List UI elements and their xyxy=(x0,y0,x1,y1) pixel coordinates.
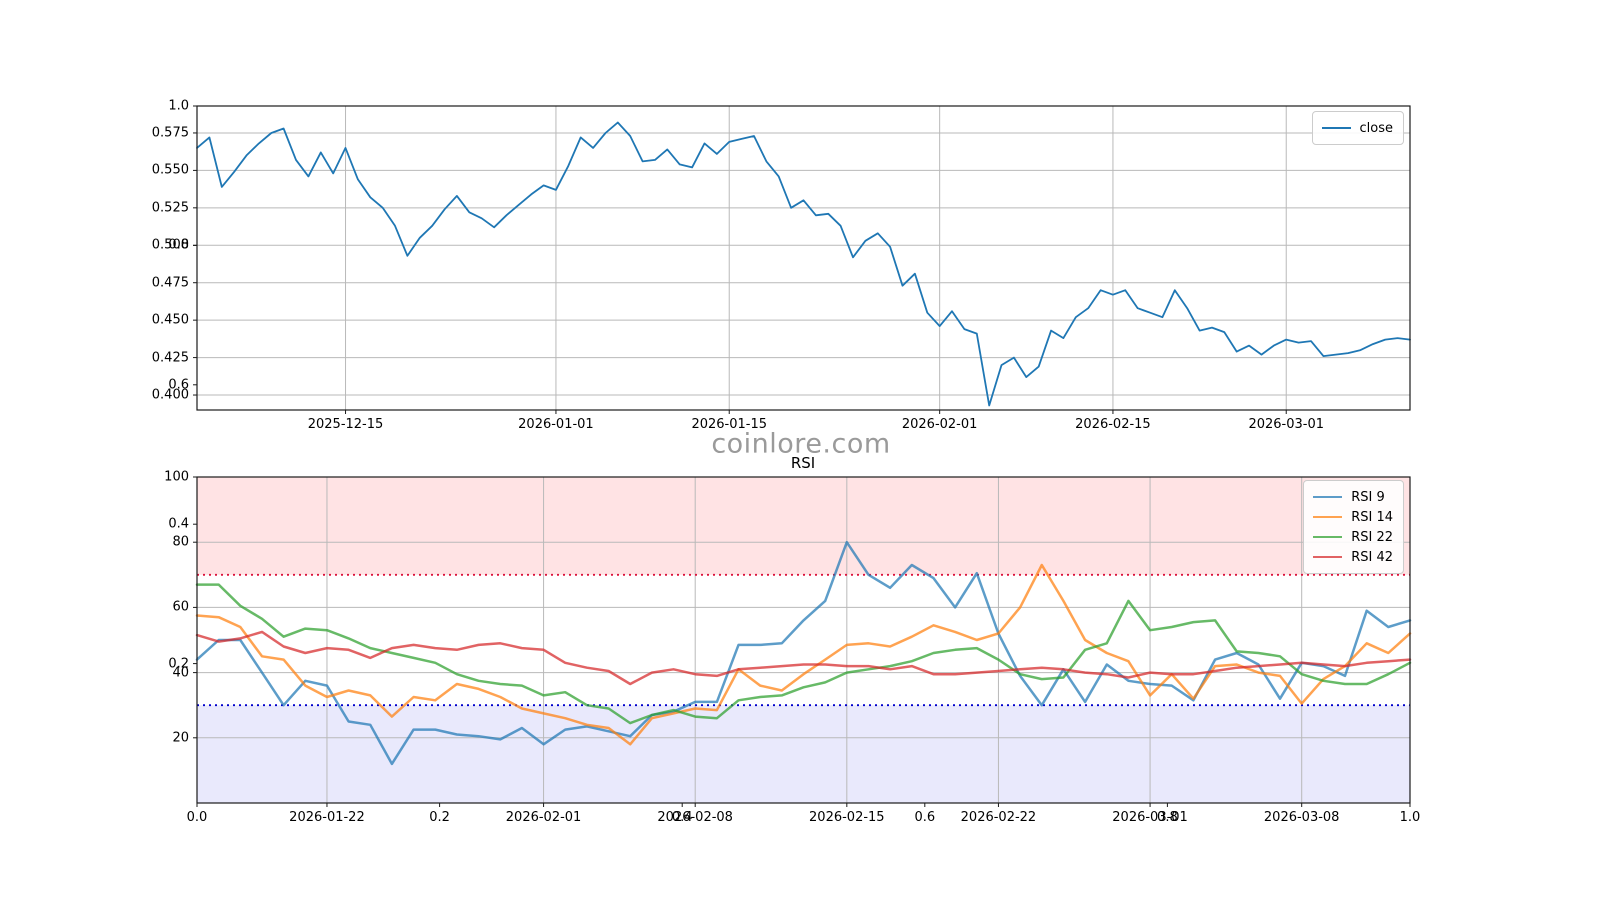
overlay-x-tick-label: 0.4 xyxy=(671,810,693,825)
legend-label: RSI 9 xyxy=(1351,489,1385,505)
legend-item: RSI 9 xyxy=(1313,487,1393,507)
price-chart-y-tick-label: 0.475 xyxy=(151,275,189,291)
price-chart-x-tick-label: 2026-01-15 xyxy=(691,417,768,432)
overlay-y-tick-label: 0.8 xyxy=(168,237,189,253)
rsi-chart-title: RSI xyxy=(790,454,816,472)
rsi-chart-x-tick-label: 2026-02-22 xyxy=(960,810,1037,825)
price-chart-x-tick-label: 2026-02-01 xyxy=(901,417,978,432)
rsi-chart-y-tick-label: 40 xyxy=(172,665,189,681)
legend-line-sample xyxy=(1313,516,1343,518)
legend-item: RSI 42 xyxy=(1313,547,1393,567)
legend-label: RSI 22 xyxy=(1351,529,1393,545)
rsi-legend: RSI 9 RSI 14 RSI 22 RSI 42 xyxy=(1303,480,1404,574)
overlay-y-tick-label: 0.4 xyxy=(168,516,189,532)
overlay-x-tick-label: 0.8 xyxy=(1157,810,1178,825)
price-chart-x-tick-label: 2026-01-01 xyxy=(518,417,594,432)
rsi-chart-y-tick-label: 60 xyxy=(172,599,189,615)
rsi-chart-x-tick-label: 2026-01-22 xyxy=(289,810,365,825)
rsi-chart-y-tick-label: 20 xyxy=(172,730,189,746)
rsi-chart-y-tick-label: 100 xyxy=(164,469,189,485)
price-legend: close xyxy=(1311,111,1404,145)
legend-item: close xyxy=(1321,118,1393,138)
legend-line-sample xyxy=(1321,127,1351,129)
price-chart-y-tick-label: 0.550 xyxy=(151,162,189,178)
overlay-y-tick-label: 1.0 xyxy=(168,98,189,114)
legend-label: RSI 42 xyxy=(1351,549,1393,565)
legend-item: RSI 22 xyxy=(1313,527,1393,547)
legend-line-sample xyxy=(1313,536,1343,538)
legend-line-sample xyxy=(1313,556,1343,558)
overlay-x-tick-label: 0.6 xyxy=(914,810,936,825)
legend-label: close xyxy=(1359,120,1393,136)
price-chart-y-tick-label: 0.525 xyxy=(151,200,189,216)
legend-line-sample xyxy=(1313,496,1343,498)
overlay-y-tick-label: 0.2 xyxy=(168,656,189,672)
rsi-chart-x-tick-label: 2026-03-01 xyxy=(1112,810,1188,825)
price-chart-y-tick-label: 0.575 xyxy=(151,125,189,141)
legend-label: RSI 14 xyxy=(1351,509,1393,525)
legend-item: RSI 14 xyxy=(1313,507,1393,527)
price-chart-y-tick-label: 0.450 xyxy=(151,312,189,328)
price-chart-x-tick-label: 2025-12-15 xyxy=(307,417,384,432)
overlay-x-tick-label: 0.0 xyxy=(186,810,208,825)
watermark: coinlore.com xyxy=(711,428,891,460)
overlay-y-tick-label: 0.6 xyxy=(168,377,189,393)
rsi-chart-x-tick-label: 2026-02-01 xyxy=(505,810,582,825)
overlay-x-tick-label: 0.2 xyxy=(429,810,450,825)
rsi-chart-x-tick-label: 2026-03-08 xyxy=(1263,810,1340,825)
rsi-chart-y-tick-label: 80 xyxy=(172,534,189,550)
rsi-chart-x-tick-label: 2026-02-08 xyxy=(657,810,733,825)
price-chart-y-tick-label: 0.425 xyxy=(151,350,189,366)
price-chart-y-tick-label: 0.400 xyxy=(151,387,189,403)
price-chart-x-tick-label: 2026-03-01 xyxy=(1248,417,1324,432)
rsi-chart-x-tick-label: 2026-02-15 xyxy=(809,810,885,825)
overlay-x-tick-label: 1.0 xyxy=(1399,810,1421,825)
price-chart-y-tick-label: 0.500 xyxy=(151,237,189,253)
price-chart-x-tick-label: 2026-02-15 xyxy=(1075,417,1151,432)
